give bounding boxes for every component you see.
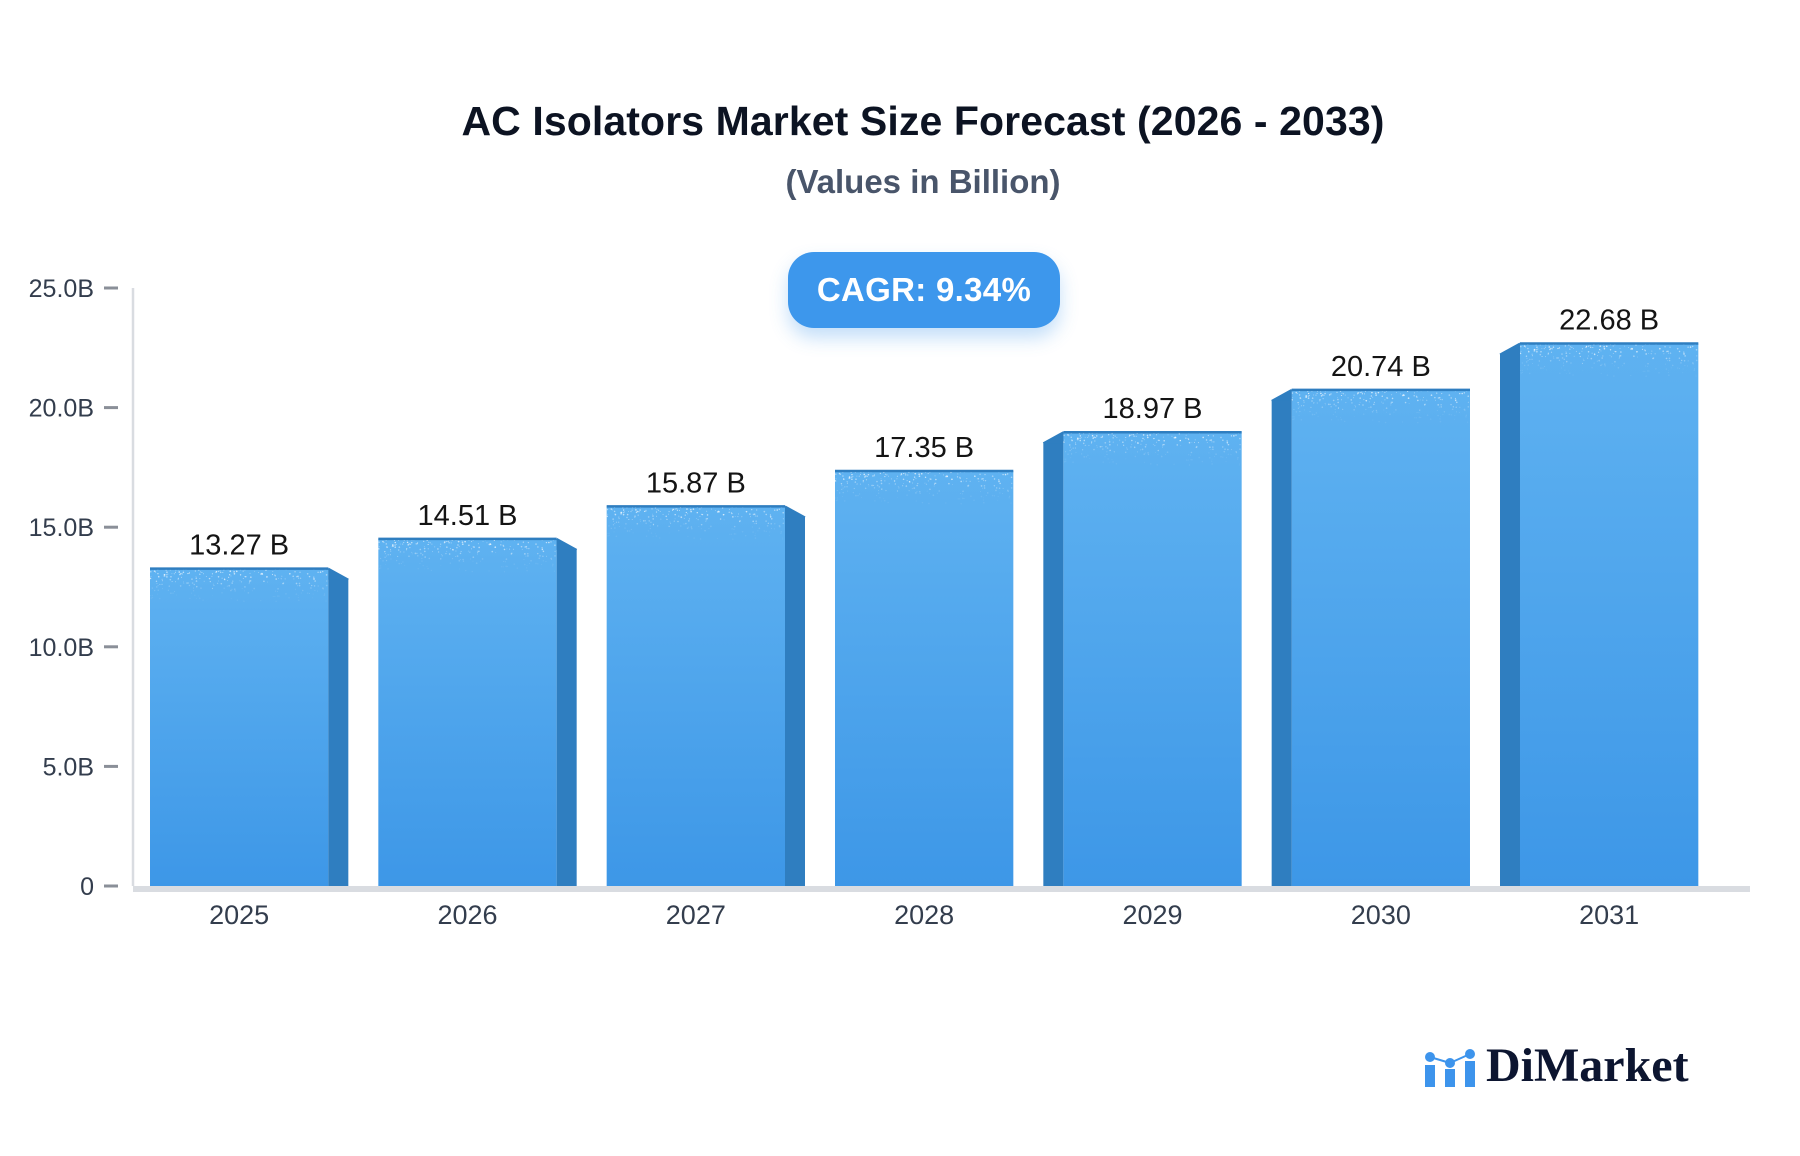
- svg-text:17.35 B: 17.35 B: [874, 432, 974, 464]
- svg-text:25.0B: 25.0B: [29, 275, 94, 303]
- svg-text:2028: 2028: [894, 900, 954, 930]
- svg-text:5.0B: 5.0B: [43, 753, 94, 781]
- svg-text:2026: 2026: [437, 900, 497, 930]
- svg-text:20.0B: 20.0B: [29, 395, 94, 423]
- svg-text:18.97 B: 18.97 B: [1103, 393, 1203, 425]
- svg-text:2031: 2031: [1579, 900, 1639, 930]
- svg-text:2029: 2029: [1122, 900, 1182, 930]
- svg-text:2027: 2027: [666, 900, 726, 930]
- svg-text:2025: 2025: [209, 900, 269, 930]
- svg-text:14.51 B: 14.51 B: [418, 500, 518, 532]
- svg-text:15.87 B: 15.87 B: [646, 467, 746, 499]
- svg-text:10.0B: 10.0B: [29, 634, 94, 662]
- svg-text:22.68 B: 22.68 B: [1559, 304, 1659, 336]
- svg-text:13.27 B: 13.27 B: [189, 530, 289, 562]
- svg-text:0: 0: [80, 873, 94, 901]
- svg-text:15.0B: 15.0B: [29, 514, 94, 542]
- svg-text:2030: 2030: [1351, 900, 1411, 930]
- svg-text:20.74 B: 20.74 B: [1331, 351, 1431, 383]
